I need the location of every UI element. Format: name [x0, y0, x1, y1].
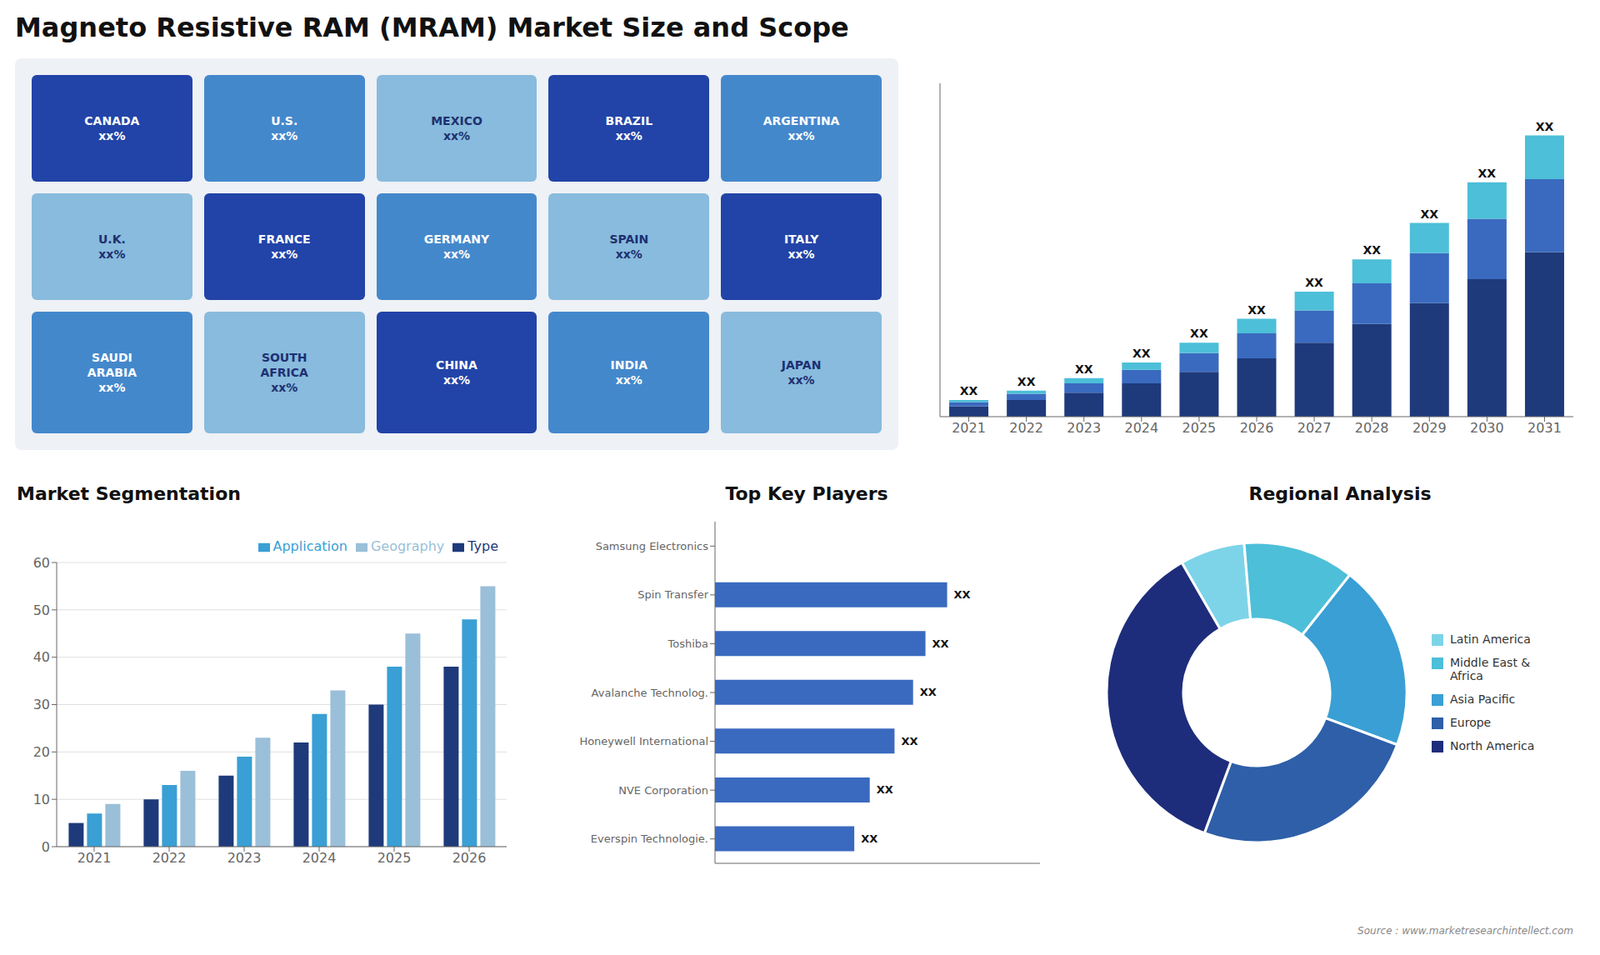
svg-text:Avalanche Technolog.: Avalanche Technolog. — [591, 686, 709, 700]
svg-text:XX: XX — [932, 637, 950, 650]
svg-text:2029: 2029 — [1412, 420, 1447, 436]
html-text:xx%: xx% — [270, 247, 298, 261]
html-text:xx%: xx% — [615, 247, 643, 261]
svg-text:50: 50 — [33, 602, 50, 619]
html-text:JAPAN: JAPAN — [781, 358, 822, 372]
html-text:xx%: xx% — [98, 247, 126, 261]
html-text:xx%: xx% — [270, 380, 298, 395]
html-text:CHINA: CHINA — [435, 358, 478, 372]
html-text:xx%: xx% — [98, 129, 126, 143]
svg-text:XX: XX — [1420, 207, 1439, 221]
svg-text:2025: 2025 — [377, 850, 412, 866]
html-text:ITALY: ITALY — [784, 232, 819, 246]
svg-text:Spin Transfer: Spin Transfer — [637, 588, 709, 601]
html-text:North America: North America — [1450, 739, 1535, 753]
svg-text:2028: 2028 — [1355, 420, 1390, 436]
html-text:xx%: xx% — [443, 129, 470, 143]
svg-text:XX: XX — [1190, 326, 1209, 340]
svg-text:XX: XX — [1075, 362, 1094, 376]
svg-text:XX: XX — [860, 832, 878, 845]
html-text:Magneto Resistive RAM (MRAM) M: Magneto Resistive RAM (MRAM) Market Size… — [15, 11, 849, 44]
svg-text:Samsung Electronics: Samsung Electronics — [595, 540, 710, 553]
html-text:Market Segmentation: Market Segmentation — [16, 483, 241, 505]
svg-text:XX: XX — [1362, 243, 1381, 257]
html-text:Application: Application — [272, 538, 348, 555]
svg-text:Honeywell International: Honeywell International — [579, 735, 709, 748]
html-text:SPAIN: SPAIN — [609, 232, 649, 246]
svg-text:2026: 2026 — [1240, 420, 1275, 436]
html-text:xx%: xx% — [270, 129, 298, 143]
html-text:xx%: xx% — [443, 373, 470, 387]
html-text:Source : www.marketresearchint: Source : www.marketresearchintellect.com — [1357, 925, 1574, 937]
svg-text:20: 20 — [33, 744, 50, 760]
html-text:Latin America: Latin America — [1450, 632, 1531, 646]
svg-text:40: 40 — [33, 649, 50, 665]
svg-text:2030: 2030 — [1470, 420, 1505, 436]
svg-text:2022: 2022 — [1009, 420, 1044, 436]
html-text:xx%: xx% — [98, 380, 126, 395]
svg-text:NVE Corporation: NVE Corporation — [618, 784, 709, 797]
html-text:Type: Type — [467, 538, 499, 555]
html-text:U.S.: U.S. — [270, 114, 298, 128]
svg-text:Toshiba: Toshiba — [666, 637, 709, 650]
svg-text:2024: 2024 — [1124, 420, 1159, 436]
svg-text:2021: 2021 — [77, 850, 112, 866]
html-text:U.K.: U.K. — [98, 232, 126, 246]
html-text:Asia Pacific: Asia Pacific — [1450, 692, 1516, 706]
svg-text:10: 10 — [33, 791, 50, 808]
svg-text:XX: XX — [960, 384, 979, 398]
svg-text:2022: 2022 — [152, 850, 187, 866]
svg-text:0: 0 — [41, 839, 50, 855]
html-text:BRAZIL: BRAZIL — [605, 114, 653, 128]
svg-text:2031: 2031 — [1527, 420, 1562, 436]
svg-text:XX: XX — [876, 783, 894, 796]
svg-text:2024: 2024 — [302, 850, 337, 866]
html-text:SOUTH: SOUTH — [261, 350, 308, 364]
svg-text:XX: XX — [1017, 375, 1036, 389]
html-text:xx%: xx% — [615, 129, 643, 143]
svg-text:2021: 2021 — [951, 420, 986, 436]
html-text:xx%: xx% — [787, 129, 815, 143]
html-text:Top Key Players: Top Key Players — [725, 483, 888, 505]
svg-text:2027: 2027 — [1297, 420, 1332, 436]
svg-text:2023: 2023 — [1066, 420, 1101, 436]
html-text:Middle East &: Middle East & — [1450, 655, 1531, 670]
html-text:INDIA: INDIA — [610, 358, 648, 372]
svg-text:30: 30 — [33, 696, 50, 713]
html-text:Geography: Geography — [370, 538, 445, 555]
svg-text:XX: XX — [1305, 275, 1324, 290]
html-text:SAUDI: SAUDI — [91, 350, 133, 364]
html-text:Europe: Europe — [1450, 715, 1491, 730]
svg-text:XX: XX — [1132, 346, 1151, 360]
html-text:Regional Analysis: Regional Analysis — [1248, 483, 1432, 505]
html-text:ARABIA: ARABIA — [87, 365, 137, 379]
html-text:xx%: xx% — [787, 373, 815, 387]
html-text:ARGENTINA: ARGENTINA — [763, 114, 840, 128]
html-text:MEXICO: MEXICO — [430, 114, 483, 128]
html-text:xx%: xx% — [443, 247, 470, 261]
svg-text:XX: XX — [1478, 166, 1497, 180]
html-text:xx%: xx% — [615, 373, 643, 387]
html-text:AFRICA: AFRICA — [260, 365, 309, 379]
html-text:GERMANY: GERMANY — [424, 232, 490, 246]
html-text:FRANCE: FRANCE — [258, 232, 311, 246]
svg-text:2025: 2025 — [1182, 420, 1217, 436]
html-text:xx%: xx% — [787, 247, 815, 261]
svg-text:XX: XX — [1535, 120, 1555, 134]
svg-text:60: 60 — [33, 555, 50, 571]
svg-text:XX: XX — [1247, 303, 1266, 317]
svg-text:XX: XX — [954, 588, 971, 601]
svg-text:Everspin Technologie.: Everspin Technologie. — [590, 832, 709, 845]
html-text:CANADA: CANADA — [84, 114, 140, 128]
html-text:Africa: Africa — [1450, 669, 1484, 683]
svg-text:XX: XX — [900, 735, 918, 748]
svg-text:2026: 2026 — [452, 850, 487, 866]
svg-text:XX: XX — [920, 685, 937, 699]
svg-text:2023: 2023 — [227, 850, 262, 866]
